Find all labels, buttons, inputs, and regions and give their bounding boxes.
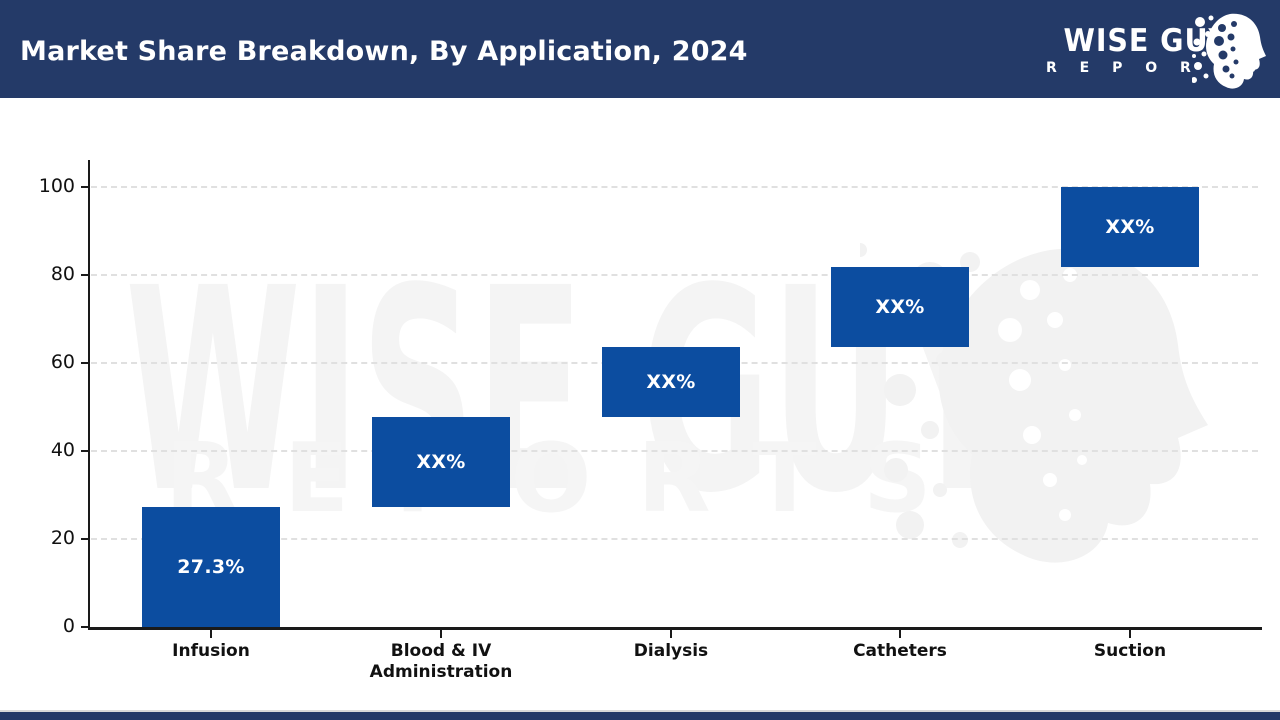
gridline-y-40 <box>91 450 1258 452</box>
x-tick-3 <box>899 630 901 638</box>
bar-catheters: XX% <box>831 267 969 348</box>
y-tick-40 <box>81 450 89 452</box>
gridline-y-20 <box>91 538 1258 540</box>
brand-logo: WISE GUY R E P O R T S <box>1016 8 1266 92</box>
bar-value-label: XX% <box>646 371 696 394</box>
y-tick-80 <box>81 274 89 276</box>
y-tick-label-80: 80 <box>50 263 75 285</box>
x-category-label-2: Dialysis <box>633 641 709 661</box>
bar-value-label: XX% <box>1105 216 1155 239</box>
gridline-y-80 <box>91 274 1258 276</box>
y-tick-0 <box>81 626 89 628</box>
gridline-y-100 <box>91 186 1258 188</box>
brand-logo-text: WISE GUY R E P O R T S <box>1046 23 1266 76</box>
y-tick-label-40: 40 <box>50 439 75 461</box>
bar-dialysis: XX% <box>602 347 740 418</box>
y-tick-label-0: 0 <box>62 615 75 637</box>
bar-infusion: 27.3% <box>142 506 280 627</box>
x-tick-0 <box>210 630 212 638</box>
y-tick-20 <box>81 538 89 540</box>
y-tick-label-60: 60 <box>50 351 75 373</box>
x-tick-4 <box>1129 630 1131 638</box>
y-tick-label-20: 20 <box>50 527 75 549</box>
footer-bar <box>0 710 1280 720</box>
x-category-label-1: Blood & IV Administration <box>369 641 513 683</box>
y-tick-label-100: 100 <box>38 175 75 197</box>
x-tick-1 <box>440 630 442 638</box>
head-profile-icon <box>1192 13 1266 89</box>
bar-value-label: XX% <box>416 450 466 473</box>
bar-suction: XX% <box>1061 187 1199 268</box>
chart-plot-area: 0 20 40 60 80 100 27.3% Infusion XX% Blood & IV A… <box>0 98 1280 712</box>
x-axis-line <box>88 627 1262 630</box>
y-tick-100 <box>81 186 89 188</box>
brand-name: WISE GUY <box>1063 23 1231 59</box>
header-bar: Market Share Breakdown, By Application, … <box>0 0 1280 98</box>
x-category-label-4: Suction <box>1093 641 1167 661</box>
x-category-label-3: Catheters <box>853 641 947 661</box>
y-tick-60 <box>81 362 89 364</box>
y-axis-line <box>88 160 90 629</box>
bar-value-label: 27.3% <box>177 555 245 578</box>
x-tick-2 <box>670 630 672 638</box>
x-category-label-0: Infusion <box>172 641 250 661</box>
bar-value-label: XX% <box>875 296 925 319</box>
brand-subname: R E P O R T S <box>1046 60 1266 76</box>
bar-blood-iv-administration: XX% <box>372 417 510 507</box>
page-title: Market Share Breakdown, By Application, … <box>20 36 748 67</box>
